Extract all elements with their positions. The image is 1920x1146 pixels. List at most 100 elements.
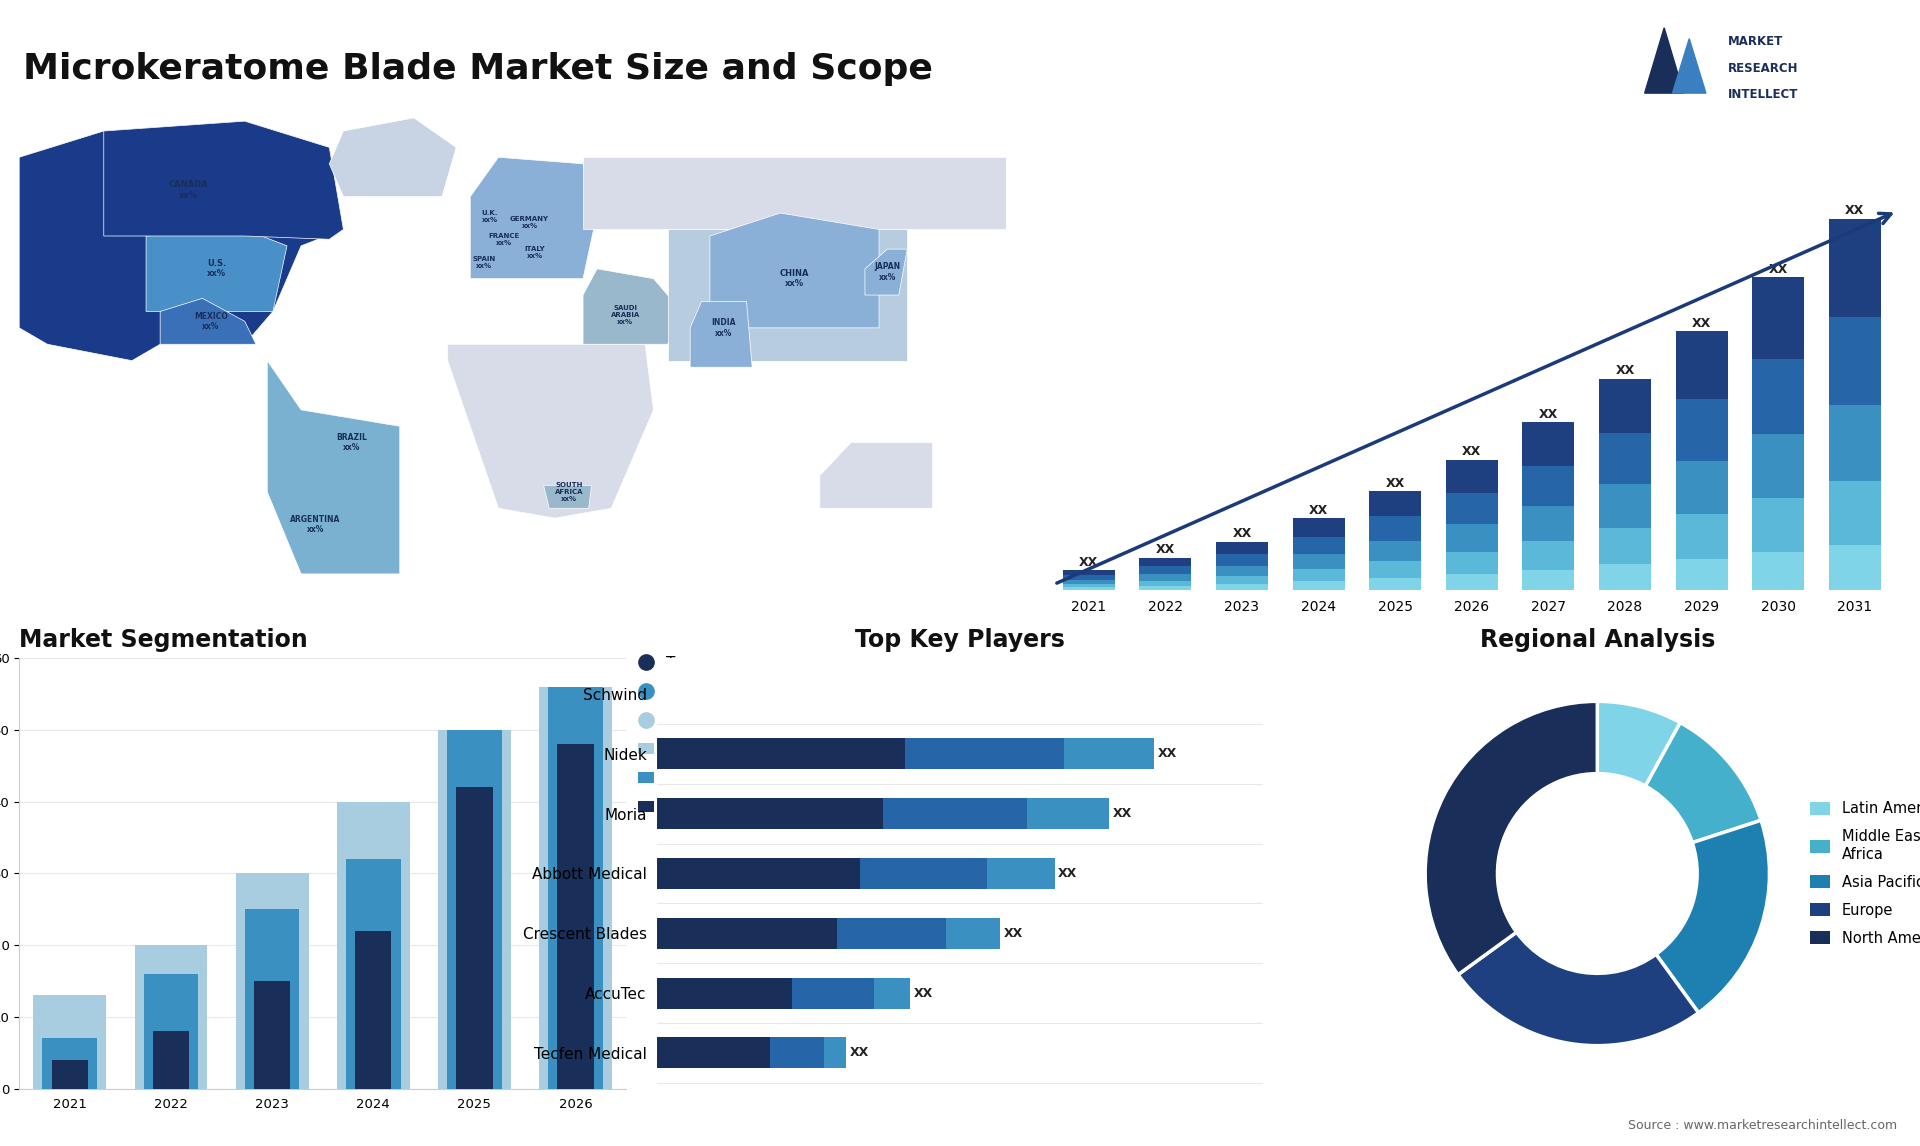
Bar	[1139, 587, 1192, 590]
Bar	[1523, 507, 1574, 541]
Text: SOUTH
AFRICA
xx%: SOUTH AFRICA xx%	[555, 482, 584, 502]
Bar	[657, 858, 860, 889]
Bar	[1828, 405, 1882, 481]
Bar	[1139, 574, 1192, 581]
Bar	[1599, 564, 1651, 590]
Text: XX: XX	[1615, 364, 1634, 377]
Title: Top Key Players: Top Key Players	[854, 628, 1066, 652]
Bar	[1292, 581, 1344, 590]
Bar	[134, 945, 207, 1089]
Bar	[1292, 554, 1344, 570]
Bar	[1215, 566, 1267, 576]
Bar	[1062, 587, 1116, 590]
Text: XX: XX	[1004, 927, 1023, 940]
Polygon shape	[864, 249, 908, 295]
Bar	[657, 918, 837, 949]
Bar	[1292, 570, 1344, 581]
Legend: Latin America, Middle East &
Africa, Asia Pacific, Europe, North America: Latin America, Middle East & Africa, Asi…	[1805, 795, 1920, 952]
Bar	[1523, 465, 1574, 507]
Bar	[1446, 552, 1498, 574]
Bar	[549, 686, 603, 1089]
Bar	[1027, 798, 1110, 830]
Text: XX: XX	[1058, 868, 1077, 880]
Bar	[987, 858, 1054, 889]
Bar	[657, 738, 904, 769]
Bar	[1369, 541, 1421, 560]
Polygon shape	[1672, 39, 1705, 93]
Text: XX: XX	[1692, 316, 1711, 330]
Bar	[1062, 575, 1116, 580]
Bar	[1676, 399, 1728, 461]
Bar	[657, 978, 793, 1008]
Bar	[1523, 422, 1574, 465]
Polygon shape	[710, 213, 879, 328]
Bar	[1676, 515, 1728, 559]
Bar	[1215, 542, 1267, 554]
Bar	[1523, 541, 1574, 570]
Bar	[346, 860, 401, 1089]
Title: Regional Analysis: Regional Analysis	[1480, 628, 1715, 652]
Polygon shape	[1645, 28, 1684, 93]
Bar	[1446, 574, 1498, 590]
Wedge shape	[1425, 701, 1597, 975]
Bar	[1599, 378, 1651, 433]
Polygon shape	[689, 301, 753, 367]
Text: BRAZIL
xx%: BRAZIL xx%	[336, 433, 367, 453]
Bar	[1599, 433, 1651, 484]
Bar	[336, 802, 409, 1089]
Polygon shape	[820, 442, 933, 509]
Polygon shape	[447, 344, 653, 518]
Polygon shape	[19, 121, 344, 361]
Text: Market Segmentation: Market Segmentation	[19, 628, 307, 652]
Bar	[883, 798, 1027, 830]
Bar	[657, 798, 883, 830]
Bar	[457, 787, 493, 1089]
Bar	[540, 686, 612, 1089]
Bar	[1139, 581, 1192, 587]
Text: XX: XX	[1158, 747, 1177, 761]
Text: XX: XX	[1463, 445, 1482, 458]
Polygon shape	[584, 157, 1006, 229]
Bar	[874, 978, 910, 1008]
Text: XX: XX	[851, 1046, 870, 1059]
Bar	[1753, 360, 1805, 434]
Bar	[1828, 317, 1882, 405]
Bar	[1215, 554, 1267, 566]
Bar	[1369, 492, 1421, 517]
Bar	[837, 918, 947, 949]
Bar	[1215, 584, 1267, 590]
Bar	[860, 858, 987, 889]
Bar	[1369, 517, 1421, 541]
Bar	[1446, 493, 1498, 525]
Bar	[253, 981, 290, 1089]
Bar	[33, 996, 106, 1089]
Polygon shape	[104, 121, 344, 240]
Text: ITALY
xx%: ITALY xx%	[524, 246, 545, 259]
Bar	[154, 1031, 190, 1089]
Bar	[1753, 277, 1805, 360]
Text: XX: XX	[1768, 262, 1788, 276]
Polygon shape	[470, 157, 597, 278]
Bar	[1828, 544, 1882, 590]
Text: MEXICO
xx%: MEXICO xx%	[194, 312, 228, 331]
Text: XX: XX	[1845, 204, 1864, 217]
Text: XX: XX	[1112, 807, 1131, 821]
Bar	[1828, 481, 1882, 544]
Bar	[42, 1038, 98, 1089]
Bar	[793, 978, 874, 1008]
Polygon shape	[543, 486, 591, 509]
Bar	[824, 1037, 847, 1068]
Text: INTELLECT: INTELLECT	[1728, 88, 1799, 101]
Bar	[1064, 738, 1154, 769]
Bar	[947, 918, 1000, 949]
Bar	[1139, 566, 1192, 574]
Text: CHINA
xx%: CHINA xx%	[780, 269, 808, 289]
Bar	[1753, 499, 1805, 552]
Text: FRANCE
xx%: FRANCE xx%	[488, 233, 520, 245]
Bar	[1062, 580, 1116, 584]
Bar	[355, 931, 392, 1089]
Text: Source : www.marketresearchintellect.com: Source : www.marketresearchintellect.com	[1628, 1120, 1897, 1132]
Text: XX: XX	[914, 987, 933, 999]
Bar	[904, 738, 1064, 769]
Wedge shape	[1597, 701, 1680, 786]
